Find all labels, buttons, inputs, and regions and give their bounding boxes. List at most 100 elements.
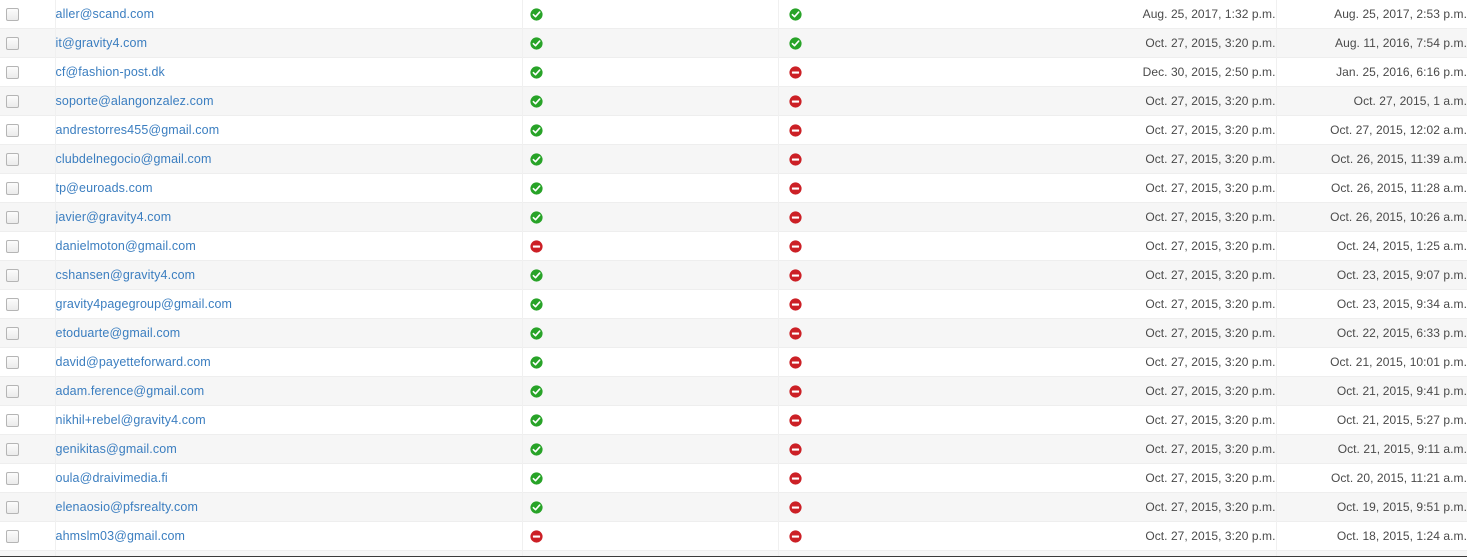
row-select-cell[interactable] xyxy=(0,521,55,551)
table-row[interactable]: soporte@alangonzalez.com Oct. 27, 2015, 3… xyxy=(0,86,1467,116)
check-circle-green-icon xyxy=(529,182,543,195)
flag2-cell xyxy=(777,0,1098,29)
row-select-checkbox[interactable] xyxy=(5,530,19,544)
email-link[interactable]: javier@gravity4.com xyxy=(55,210,172,224)
row-select-cell[interactable] xyxy=(0,57,55,87)
email-link[interactable]: ahmslm03@gmail.com xyxy=(55,529,186,543)
table-row[interactable]: tp@euroads.com Oct. 27, 2015, 3:20 p.m. Oc… xyxy=(0,173,1467,203)
email-link[interactable]: it@gravity4.com xyxy=(55,36,148,50)
email-link[interactable]: elenaosio@pfsrealty.com xyxy=(55,500,198,514)
date-primary-value: Oct. 27, 2015, 3:20 p.m. xyxy=(1145,268,1276,282)
row-select-checkbox[interactable] xyxy=(5,95,19,109)
date-secondary-value: Oct. 21, 2015, 9:41 p.m. xyxy=(1336,384,1467,398)
row-select-checkbox[interactable] xyxy=(5,66,19,80)
table-row[interactable]: nikhil+rebel@gravity4.com Oct. 27, 2015, … xyxy=(0,405,1467,435)
email-link[interactable]: soporte@alangonzalez.com xyxy=(55,94,214,108)
row-select-cell[interactable] xyxy=(0,376,55,406)
row-select-checkbox[interactable] xyxy=(5,124,19,138)
row-select-cell[interactable] xyxy=(0,115,55,145)
row-select-checkbox[interactable] xyxy=(5,8,19,22)
date-secondary-value: Aug. 25, 2017, 2:53 p.m. xyxy=(1334,7,1467,21)
row-select-checkbox[interactable] xyxy=(5,298,19,312)
row-select-cell[interactable] xyxy=(0,434,55,464)
row-select-cell[interactable] xyxy=(0,463,55,493)
table-row[interactable]: adam.ference@gmail.com Oct. 27, 2015, 3:2… xyxy=(0,376,1467,406)
table-row[interactable]: cshansen@gravity4.com Oct. 27, 2015, 3:20… xyxy=(0,260,1467,290)
email-link[interactable]: etoduarte@gmail.com xyxy=(55,326,181,340)
email-link[interactable]: nikhil+rebel@gravity4.com xyxy=(55,413,206,427)
email-link[interactable]: david@payetteforward.com xyxy=(55,355,211,369)
flag1-cell xyxy=(521,289,778,319)
table-row[interactable]: elenaosio@pfsrealty.com Oct. 27, 2015, 3:… xyxy=(0,492,1467,522)
table-row[interactable]: ahmslm03@gmail.com Oct. 27, 2015, 3:20 p.… xyxy=(0,521,1467,551)
row-select-cell[interactable] xyxy=(0,318,55,348)
email-cell: elenaosio@pfsrealty.com xyxy=(54,492,522,522)
email-cell: cshansen@gravity4.com xyxy=(54,260,522,290)
flag1-cell xyxy=(521,202,778,232)
row-select-cell[interactable] xyxy=(0,0,55,29)
table-row[interactable]: ahsm9@yahoo.com Oct. 27, 2015, 3:20 p.m.O… xyxy=(0,550,1467,557)
table-row[interactable]: clubdelnegocio@gmail.com Oct. 27, 2015, 3… xyxy=(0,144,1467,174)
row-select-cell[interactable] xyxy=(0,202,55,232)
date-secondary-cell: Oct. 26, 2015, 10:26 a.m. xyxy=(1275,202,1467,232)
row-select-cell[interactable] xyxy=(0,289,55,319)
row-select-cell[interactable] xyxy=(0,173,55,203)
email-link[interactable]: danielmoton@gmail.com xyxy=(55,239,196,253)
table-row[interactable]: etoduarte@gmail.com Oct. 27, 2015, 3:20 p… xyxy=(0,318,1467,348)
email-cell: nikhil+rebel@gravity4.com xyxy=(54,405,522,435)
table-row[interactable]: cf@fashion-post.dk Dec. 30, 2015, 2:50 p.… xyxy=(0,57,1467,87)
date-primary-value: Oct. 27, 2015, 3:20 p.m. xyxy=(1145,181,1276,195)
row-select-checkbox[interactable] xyxy=(5,182,19,196)
email-link[interactable]: clubdelnegocio@gmail.com xyxy=(55,152,212,166)
table-row[interactable]: genikitas@gmail.com Oct. 27, 2015, 3:20 p… xyxy=(0,434,1467,464)
table-row[interactable]: andrestorres455@gmail.com Oct. 27, 2015, … xyxy=(0,115,1467,145)
table-row[interactable]: javier@gravity4.com Oct. 27, 2015, 3:20 p… xyxy=(0,202,1467,232)
row-select-checkbox[interactable] xyxy=(5,37,19,51)
row-select-checkbox[interactable] xyxy=(5,414,19,428)
email-link[interactable]: cf@fashion-post.dk xyxy=(55,65,165,79)
flag2-cell xyxy=(777,376,1098,406)
row-select-cell[interactable] xyxy=(0,28,55,58)
date-primary-cell: Dec. 30, 2015, 2:50 p.m. xyxy=(1098,57,1276,87)
date-primary-value: Oct. 27, 2015, 3:20 p.m. xyxy=(1145,152,1276,166)
row-select-checkbox[interactable] xyxy=(5,501,19,515)
email-link[interactable]: adam.ference@gmail.com xyxy=(55,384,205,398)
email-link[interactable]: tp@euroads.com xyxy=(55,181,153,195)
table-row[interactable]: it@gravity4.com Oct. 27, 2015, 3:20 p.m. A… xyxy=(0,28,1467,58)
row-select-checkbox[interactable] xyxy=(5,269,19,283)
row-select-checkbox[interactable] xyxy=(5,211,19,225)
row-select-cell[interactable] xyxy=(0,260,55,290)
email-link[interactable]: aller@scand.com xyxy=(55,7,155,21)
flag1-cell xyxy=(521,405,778,435)
date-primary-cell: Aug. 25, 2017, 1:32 p.m. xyxy=(1098,0,1276,29)
flag2-cell xyxy=(777,144,1098,174)
table-row[interactable]: oula@draivimedia.fi Oct. 27, 2015, 3:20 p… xyxy=(0,463,1467,493)
row-select-checkbox[interactable] xyxy=(5,327,19,341)
row-select-checkbox[interactable] xyxy=(5,240,19,254)
table-row[interactable]: gravity4pagegroup@gmail.com Oct. 27, 2015… xyxy=(0,289,1467,319)
row-select-cell[interactable] xyxy=(0,231,55,261)
email-link[interactable]: cshansen@gravity4.com xyxy=(55,268,196,282)
table-row[interactable]: aller@scand.com Aug. 25, 2017, 1:32 p.m. A… xyxy=(0,0,1467,29)
row-select-checkbox[interactable] xyxy=(5,153,19,167)
row-select-cell[interactable] xyxy=(0,492,55,522)
deny-circle-red-icon xyxy=(788,385,802,398)
table-row[interactable]: david@payetteforward.com Oct. 27, 2015, 3… xyxy=(0,347,1467,377)
row-select-cell[interactable] xyxy=(0,86,55,116)
table-row[interactable]: danielmoton@gmail.com Oct. 27, 2015, 3:20… xyxy=(0,231,1467,261)
row-select-cell[interactable] xyxy=(0,405,55,435)
email-link[interactable]: gravity4pagegroup@gmail.com xyxy=(55,297,233,311)
date-secondary-cell: Oct. 27, 2015, 12:02 a.m. xyxy=(1275,115,1467,145)
row-select-cell[interactable] xyxy=(0,347,55,377)
flag2-cell xyxy=(777,405,1098,435)
row-select-checkbox[interactable] xyxy=(5,443,19,457)
email-link[interactable]: genikitas@gmail.com xyxy=(55,442,177,456)
email-link[interactable]: andrestorres455@gmail.com xyxy=(55,123,220,137)
row-select-cell[interactable] xyxy=(0,550,55,557)
row-select-cell[interactable] xyxy=(0,144,55,174)
email-link[interactable]: oula@draivimedia.fi xyxy=(55,471,168,485)
row-select-checkbox[interactable] xyxy=(5,385,19,399)
row-select-checkbox[interactable] xyxy=(5,356,19,370)
date-secondary-cell: Oct. 21, 2015, 5:27 p.m. xyxy=(1275,405,1467,435)
row-select-checkbox[interactable] xyxy=(5,472,19,486)
